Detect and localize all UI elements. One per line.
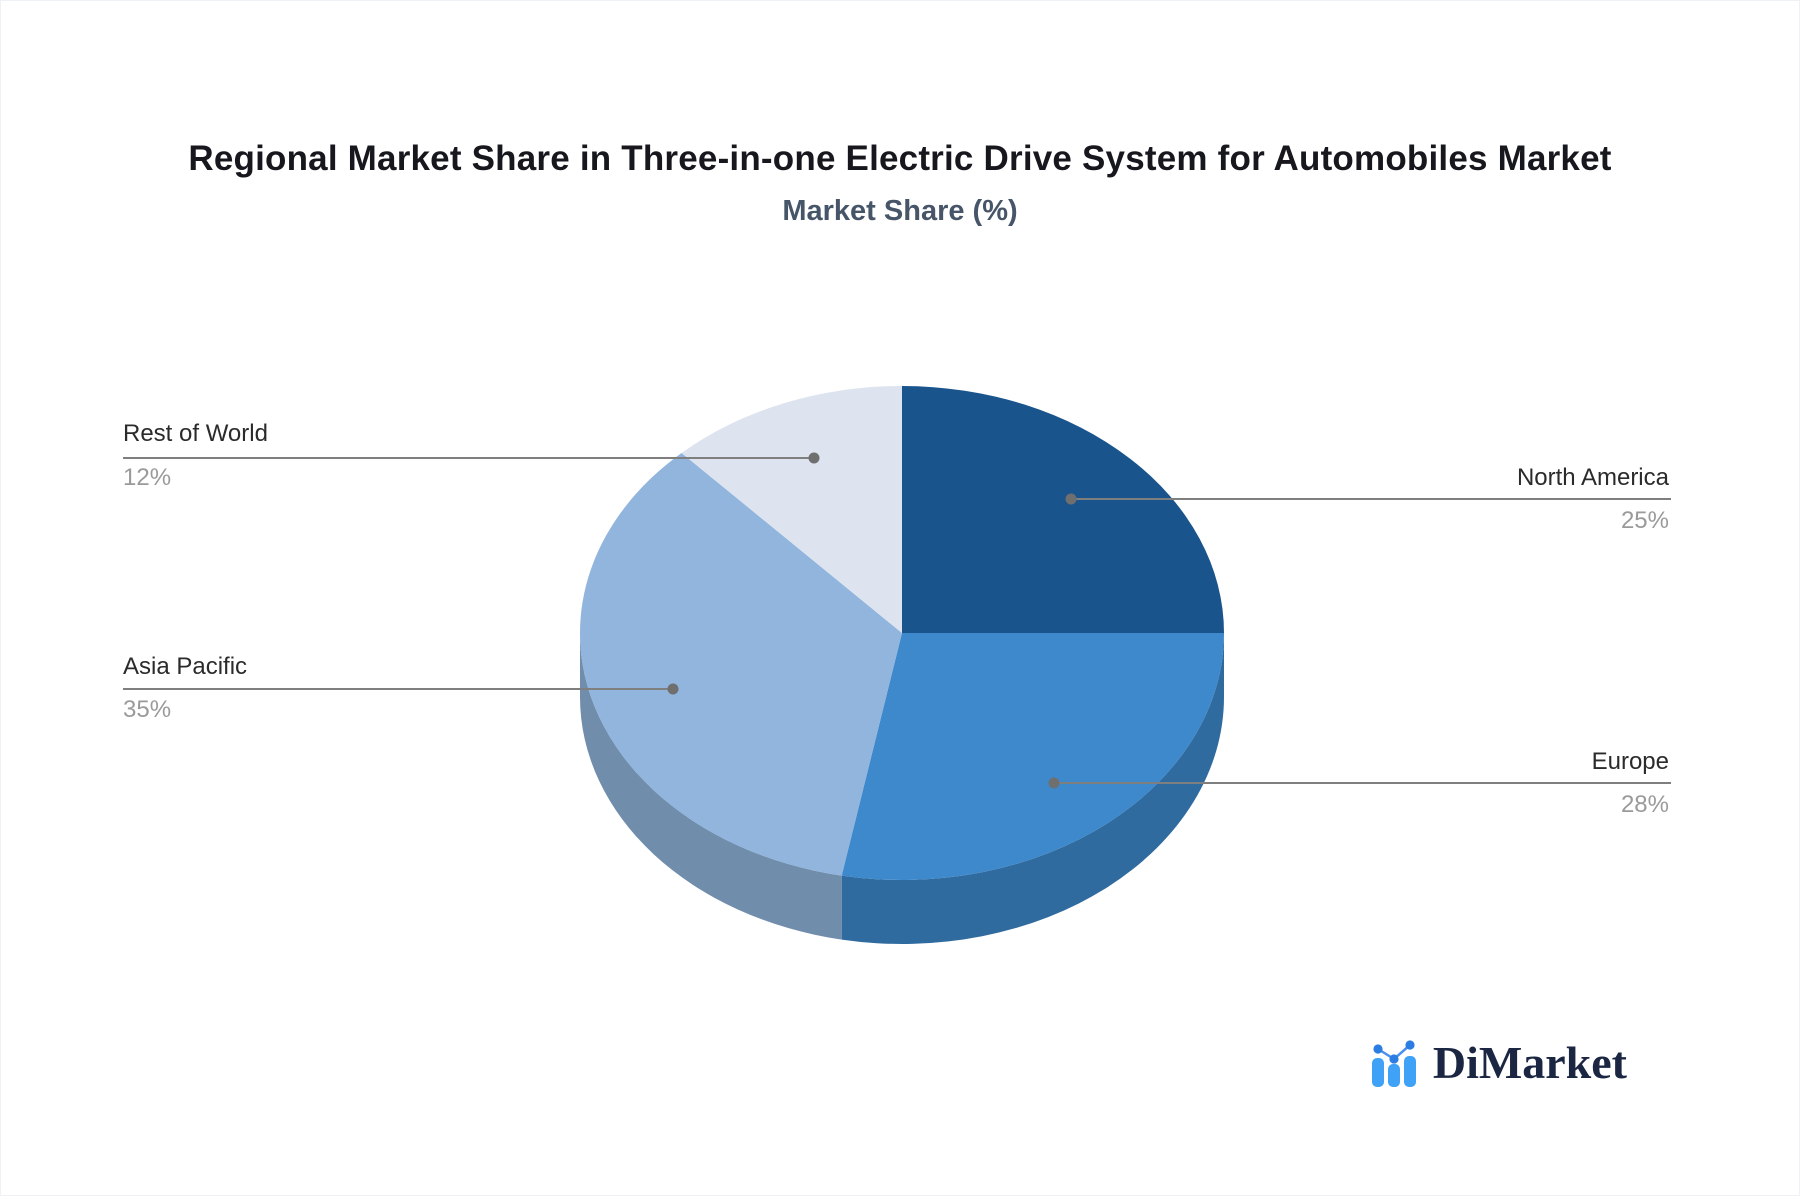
- chart-title: Regional Market Share in Three-in-one El…: [188, 139, 1612, 178]
- pie-slice-rest-of-world[interactable]: [681, 386, 902, 633]
- pie-slice-north-america[interactable]: [902, 386, 1224, 633]
- slice-label-asia-pacific: Asia Pacific: [123, 653, 248, 680]
- slice-value-asia-pacific: 35%: [123, 696, 172, 723]
- pie-slice-europe[interactable]: [841, 633, 1224, 880]
- slice-value-rest-of-world: 12%: [123, 464, 172, 491]
- pie-slice-side-europe[interactable]: [841, 633, 1224, 944]
- chart-subtitle: Market Share (%): [782, 195, 1018, 227]
- leader-dot-asia-pacific: [667, 683, 679, 695]
- pie-slice-side-asia-pacific[interactable]: [580, 633, 842, 940]
- leader-dot-north-america: [1065, 493, 1077, 505]
- dimarket-logo: DiMarket: [1371, 1037, 1627, 1088]
- leader-dot-rest-of-world: [808, 452, 820, 464]
- slice-label-europe: Europe: [1591, 748, 1669, 775]
- slice-label-rest-of-world: Rest of World: [123, 420, 268, 447]
- pie-slice-asia-pacific[interactable]: [580, 452, 902, 876]
- dimarket-logo-text: DiMarket: [1432, 1037, 1627, 1088]
- slice-label-north-america: North America: [1516, 464, 1669, 491]
- slice-value-north-america: 25%: [1620, 507, 1669, 534]
- leader-dot-europe: [1048, 777, 1060, 789]
- bar-chart-trend-icon: [1371, 1040, 1416, 1087]
- slice-value-europe: 28%: [1620, 791, 1669, 818]
